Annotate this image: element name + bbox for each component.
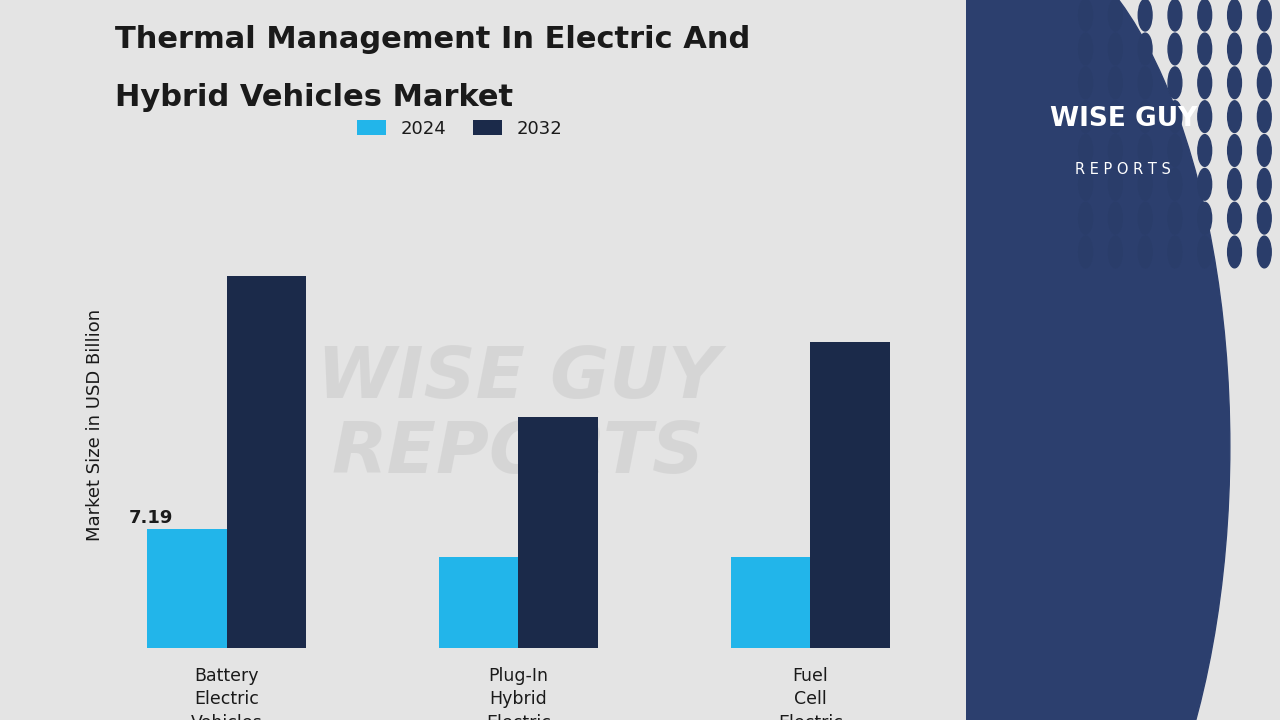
Circle shape bbox=[1228, 236, 1242, 268]
Bar bbox=[147, 529, 227, 648]
Circle shape bbox=[1169, 236, 1181, 268]
Circle shape bbox=[1108, 168, 1123, 200]
Text: 7.19: 7.19 bbox=[128, 508, 173, 526]
Circle shape bbox=[1138, 101, 1152, 132]
Circle shape bbox=[1079, 101, 1092, 132]
Bar bbox=[810, 342, 890, 648]
Y-axis label: Market Size in USD Billion: Market Size in USD Billion bbox=[86, 309, 104, 541]
Circle shape bbox=[1228, 33, 1242, 65]
Circle shape bbox=[1108, 0, 1123, 31]
Circle shape bbox=[1108, 33, 1123, 65]
Circle shape bbox=[1198, 236, 1212, 268]
Circle shape bbox=[1079, 67, 1092, 99]
Text: Hybrid Vehicles Market: Hybrid Vehicles Market bbox=[115, 83, 513, 112]
Circle shape bbox=[1079, 33, 1092, 65]
Circle shape bbox=[1169, 0, 1181, 31]
Circle shape bbox=[1079, 236, 1092, 268]
Circle shape bbox=[1138, 168, 1152, 200]
Circle shape bbox=[1257, 135, 1271, 166]
Circle shape bbox=[1079, 135, 1092, 166]
Circle shape bbox=[1198, 0, 1212, 31]
Circle shape bbox=[1257, 0, 1271, 31]
Circle shape bbox=[1138, 33, 1152, 65]
Circle shape bbox=[1257, 202, 1271, 234]
Circle shape bbox=[1228, 67, 1242, 99]
Circle shape bbox=[1138, 236, 1152, 268]
Legend: 2024, 2032: 2024, 2032 bbox=[349, 112, 570, 145]
Circle shape bbox=[1169, 67, 1181, 99]
Circle shape bbox=[1108, 135, 1123, 166]
Circle shape bbox=[1257, 236, 1271, 268]
Circle shape bbox=[1257, 67, 1271, 99]
Circle shape bbox=[1138, 0, 1152, 31]
Circle shape bbox=[1169, 202, 1181, 234]
Circle shape bbox=[1198, 135, 1212, 166]
Circle shape bbox=[1108, 101, 1123, 132]
Circle shape bbox=[1079, 202, 1092, 234]
Text: WISE GUY
REPORTS: WISE GUY REPORTS bbox=[316, 344, 721, 487]
Bar bbox=[227, 276, 306, 648]
Circle shape bbox=[1228, 135, 1242, 166]
Circle shape bbox=[1257, 33, 1271, 65]
Circle shape bbox=[1138, 67, 1152, 99]
Circle shape bbox=[1257, 168, 1271, 200]
Circle shape bbox=[1169, 101, 1181, 132]
Bar bbox=[518, 417, 598, 648]
Circle shape bbox=[1138, 202, 1152, 234]
Circle shape bbox=[1228, 202, 1242, 234]
Circle shape bbox=[1257, 101, 1271, 132]
Circle shape bbox=[1169, 168, 1181, 200]
Circle shape bbox=[1228, 168, 1242, 200]
Circle shape bbox=[1198, 202, 1212, 234]
Circle shape bbox=[1169, 33, 1181, 65]
Circle shape bbox=[1079, 168, 1092, 200]
Text: R E P O R T S: R E P O R T S bbox=[1075, 162, 1171, 176]
Circle shape bbox=[1138, 135, 1152, 166]
Circle shape bbox=[1198, 67, 1212, 99]
Circle shape bbox=[1079, 0, 1092, 31]
Bar bbox=[731, 557, 810, 648]
Circle shape bbox=[1198, 33, 1212, 65]
Text: WISE GUY: WISE GUY bbox=[1050, 106, 1197, 132]
Circle shape bbox=[1108, 202, 1123, 234]
Circle shape bbox=[1228, 101, 1242, 132]
Circle shape bbox=[1169, 135, 1181, 166]
Circle shape bbox=[1198, 101, 1212, 132]
Circle shape bbox=[1228, 0, 1242, 31]
Circle shape bbox=[1198, 168, 1212, 200]
Bar bbox=[439, 557, 518, 648]
Circle shape bbox=[1108, 67, 1123, 99]
Text: Thermal Management In Electric And: Thermal Management In Electric And bbox=[115, 25, 750, 54]
Circle shape bbox=[778, 0, 1230, 720]
Circle shape bbox=[1108, 236, 1123, 268]
